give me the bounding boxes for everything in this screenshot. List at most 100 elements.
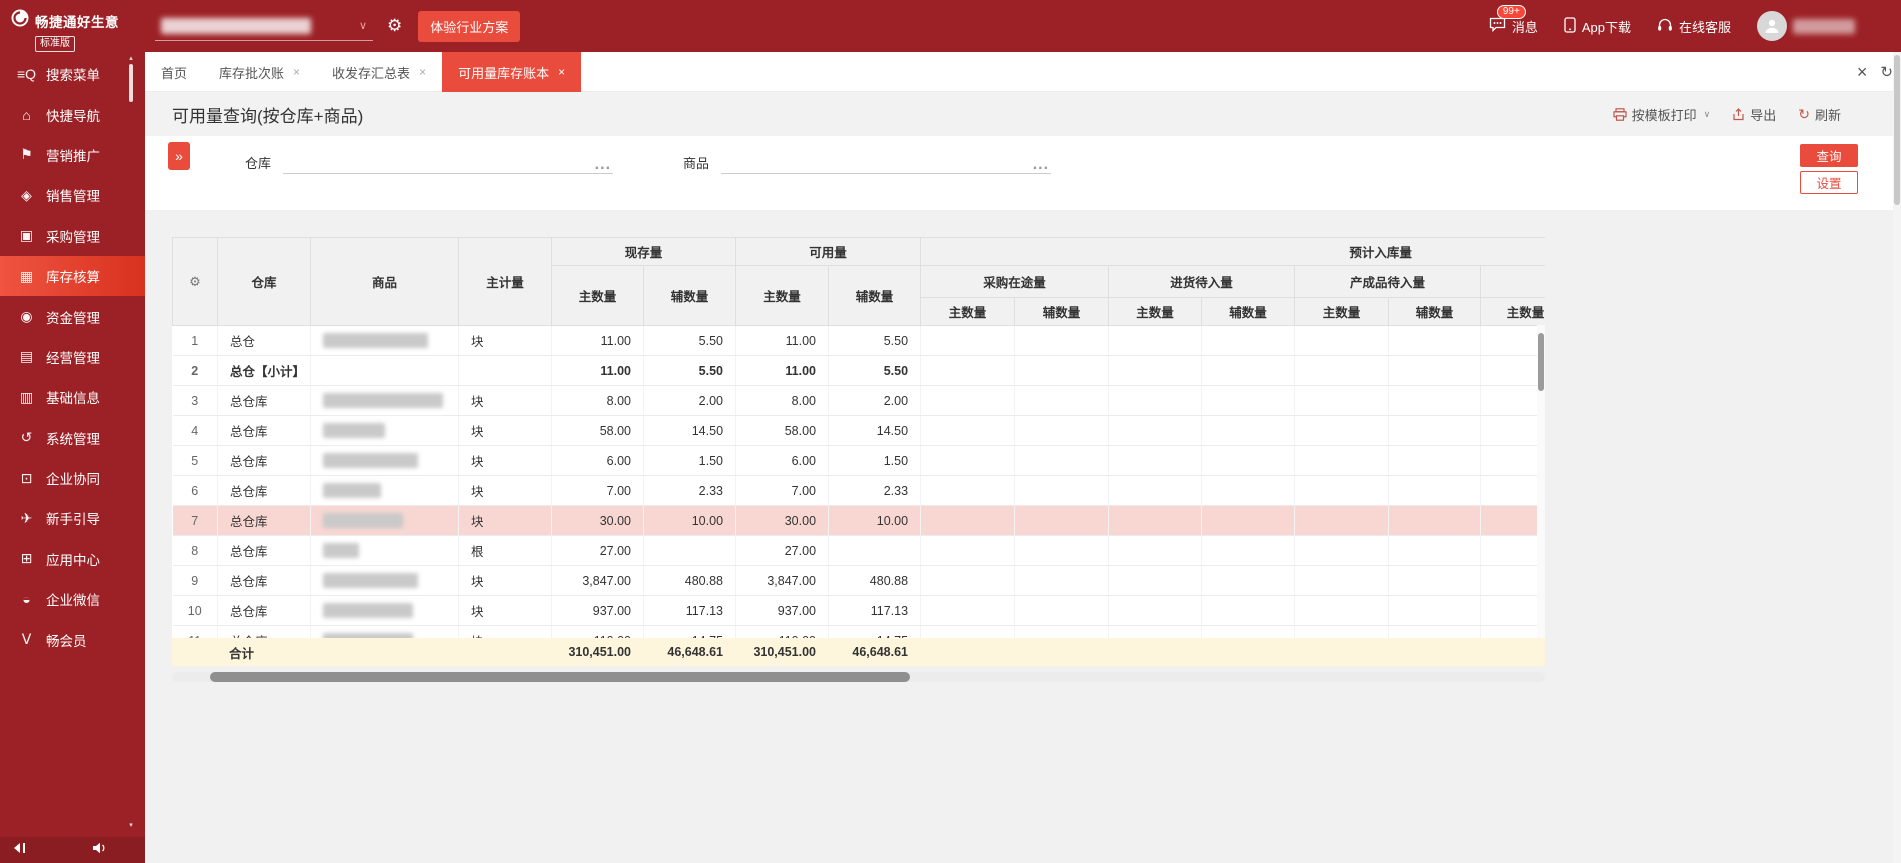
- expand-filter-button[interactable]: »: [168, 142, 190, 170]
- sidebar-item-marketing[interactable]: ⚑ 营销推广: [0, 135, 145, 175]
- total-available-aux: 46,648.61: [828, 638, 920, 666]
- table-row[interactable]: 7 总仓库 块 30.00 10.00 30.00 10.00: [172, 505, 1545, 536]
- quick-nav-icon: ⌂: [22, 106, 31, 123]
- sidebar-item-base-info[interactable]: ▥ 基础信息: [0, 377, 145, 417]
- online-service-button[interactable]: 在线客服: [1657, 17, 1731, 36]
- sidebar-item-purchase[interactable]: ▣ 采购管理: [0, 216, 145, 256]
- tab-actions: × ↻: [1857, 52, 1893, 92]
- message-bubble-icon: [1489, 17, 1506, 35]
- brand-logo-icon: [10, 8, 30, 33]
- industry-solution-button[interactable]: 体验行业方案: [418, 10, 521, 42]
- tab-home[interactable]: 首页: [161, 65, 188, 81]
- scrollbar-thumb[interactable]: [129, 64, 133, 102]
- scrollbar-thumb[interactable]: [1538, 333, 1544, 391]
- print-by-template-button[interactable]: 按模板打印 ∨: [1613, 105, 1710, 124]
- grid-settings-gear-icon[interactable]: ⚙: [189, 273, 201, 289]
- group-onhand: 现存量: [550, 237, 737, 266]
- col-unit: 主计量: [458, 237, 552, 326]
- tab-close-icon[interactable]: ×: [293, 65, 301, 79]
- tab-available-stock-ledger[interactable]: 可用量库存账本 ×: [442, 52, 582, 92]
- scrollbar-thumb[interactable]: [1894, 55, 1900, 205]
- table-row[interactable]: 11 总仓库 块 110.00 14.75 110.00 14.75: [172, 625, 1545, 638]
- redacted-product-name: [323, 573, 418, 589]
- sidebar-item-beginner-guide[interactable]: ✈ 新手引导: [0, 498, 145, 538]
- export-button[interactable]: 导出: [1732, 105, 1776, 124]
- filter-bar: » 仓库 ... 商品 ... 查询 设置: [145, 136, 1901, 210]
- refresh-tab-icon[interactable]: ↻: [1880, 64, 1893, 81]
- scroll-up-icon[interactable]: ▴: [129, 55, 133, 62]
- app-download-label: App下载: [1581, 19, 1631, 35]
- company-select[interactable]: ∨: [155, 11, 373, 41]
- sidebar-item-search-menu[interactable]: ≡Q 搜索菜单: [17, 66, 100, 84]
- sidebar-item-quick-nav[interactable]: ⌂ 快捷导航: [0, 94, 145, 134]
- product-filter: 商品 ...: [683, 152, 1052, 174]
- page-title: 可用量查询(按仓库+商品): [172, 106, 364, 126]
- content-area: ⚙ 仓库 商品 主计量 现存量 可用量 预计入库量 主数量 辅数量 主数量: [145, 210, 1901, 863]
- scroll-down-icon[interactable]: ▾: [129, 822, 133, 829]
- table-row[interactable]: 8 总仓库 根 27.00 27.00: [172, 535, 1545, 566]
- sidebar-item-funds[interactable]: ◉ 资金管理: [0, 296, 145, 336]
- refresh-button[interactable]: ↻ 刷新: [1798, 105, 1841, 124]
- table-row[interactable]: 4 总仓库 块 58.00 14.50 58.00 14.50: [172, 415, 1545, 446]
- sidebar-item-member[interactable]: Ⅴ 畅会员: [0, 619, 145, 659]
- avatar: [1757, 11, 1787, 41]
- table-row[interactable]: 10 总仓库 块 937.00 117.13 937.00 117.13: [172, 595, 1545, 626]
- search-menu-icon: ≡Q: [17, 66, 37, 83]
- table-row[interactable]: 2 总仓【小计】 11.00 5.50 11.00 5.50: [172, 355, 1545, 386]
- main-area: ∨ ⚙ 体验行业方案 消息 99+ App下载: [145, 0, 1901, 863]
- group-available: 可用量: [735, 237, 922, 266]
- table-row[interactable]: 5 总仓库 块 6.00 1.50 6.00 1.50: [172, 445, 1545, 476]
- phone-icon: [1564, 16, 1576, 36]
- table-vertical-scrollbar[interactable]: [1537, 325, 1545, 638]
- inventory-icon: ▦: [19, 267, 34, 284]
- sidebar-item-app-center[interactable]: ⊞ 应用中心: [0, 539, 145, 579]
- data-grid: ⚙ 仓库 商品 主计量 现存量 可用量 预计入库量 主数量 辅数量 主数量: [172, 237, 1545, 638]
- user-menu[interactable]: [1757, 11, 1855, 41]
- announcement-speaker-icon[interactable]: [92, 841, 107, 859]
- sidebar-item-sales[interactable]: ◈ 销售管理: [0, 175, 145, 215]
- tab-close-icon[interactable]: ×: [419, 65, 427, 79]
- settings-button[interactable]: 设置: [1800, 171, 1858, 194]
- settings-gear-icon[interactable]: ⚙: [387, 16, 403, 35]
- messages-button[interactable]: 消息 99+: [1489, 4, 1538, 36]
- table-row[interactable]: 6 总仓库 块 7.00 2.33 7.00 2.33: [172, 475, 1545, 506]
- page-scrollbar[interactable]: [1893, 52, 1901, 863]
- redacted-product-name: [323, 633, 413, 638]
- table-horizontal-scrollbar[interactable]: [172, 672, 1545, 682]
- sidebar-scrollbar[interactable]: ▴ ▾: [128, 54, 134, 829]
- sidebar-collapse-icon[interactable]: [12, 841, 26, 859]
- product-filter-input[interactable]: ...: [721, 152, 1052, 174]
- warehouse-filter: 仓库 ...: [245, 152, 614, 174]
- edition-badge: 标准版: [35, 36, 75, 52]
- table-total-row: 合计 310,451.00 46,648.61 310,451.00 46,64…: [172, 638, 1545, 666]
- close-tab-icon[interactable]: ×: [1856, 61, 1868, 82]
- chevron-down-icon: ∨: [358, 20, 367, 32]
- headset-icon: [1657, 18, 1673, 35]
- tab-close-icon[interactable]: ×: [558, 65, 566, 79]
- total-onhand-qty: 310,451.00: [551, 638, 643, 666]
- collaboration-icon: ⊡: [20, 469, 33, 486]
- scrollbar-thumb[interactable]: [210, 672, 910, 682]
- warehouse-more-icon[interactable]: ...: [594, 156, 612, 173]
- sidebar-item-system[interactable]: ↺ 系统管理: [0, 418, 145, 458]
- app-download-button[interactable]: App下载: [1564, 16, 1631, 36]
- group-expected-inbound: 预计入库量: [920, 237, 1545, 266]
- warehouse-filter-input[interactable]: ...: [283, 152, 614, 174]
- sidebar-item-wechat[interactable]: ◒ 企业微信: [0, 579, 145, 619]
- table-row[interactable]: 1 总仓 块 11.00 5.50 11.00 5.50: [172, 325, 1545, 356]
- brand: 畅捷通好生意 标准版: [0, 0, 145, 52]
- query-button[interactable]: 查询: [1800, 144, 1858, 167]
- sidebar-item-inventory[interactable]: ▦ 库存核算: [0, 255, 145, 297]
- messages-label: 消息: [1511, 19, 1538, 35]
- table-row[interactable]: 9 总仓库 块 3,847.00 480.88 3,847.00 480.88: [172, 565, 1545, 596]
- redacted-user-name: [1793, 18, 1855, 34]
- sidebar-item-operations[interactable]: ▤ 经营管理: [0, 337, 145, 377]
- product-more-icon[interactable]: ...: [1032, 156, 1050, 173]
- sidebar-item-collaboration[interactable]: ⊡ 企业协同: [0, 458, 145, 498]
- tab-inventory-batch-ledger[interactable]: 库存批次账 ×: [219, 65, 301, 81]
- base-info-icon: ▥: [19, 388, 34, 405]
- tab-receive-dispatch-summary[interactable]: 收发存汇总表 ×: [332, 65, 427, 81]
- table-row[interactable]: 3 总仓库 块 8.00 2.00 8.00 2.00: [172, 385, 1545, 416]
- notification-badge: 99+: [1496, 4, 1526, 19]
- title-bar: 可用量查询(按仓库+商品) 按模板打印 ∨ 导出 ↻ 刷: [145, 92, 1901, 136]
